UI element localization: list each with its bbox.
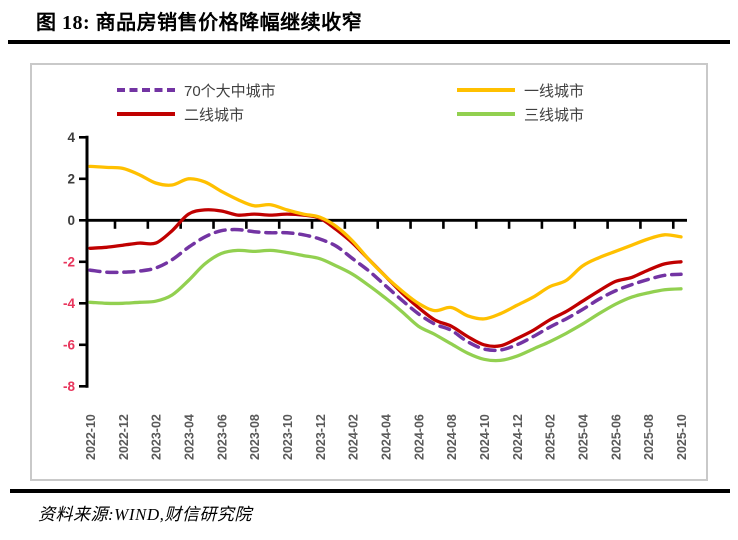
- x-tick-label: 2023-02: [150, 414, 164, 460]
- x-tick-label: 2025-08: [642, 414, 656, 460]
- chart-card: 70个大中城市 二线城市 一线城市 三线城市 4 2 0 -2 -4 -6 -8 2022-1…: [30, 63, 708, 481]
- source-note: 资料来源:WIND,财信研究院: [38, 505, 252, 524]
- y-tick-label: -6: [63, 338, 75, 353]
- legend-item-tier2: 二线城市: [117, 103, 244, 125]
- y-tick-label: 4: [67, 130, 75, 145]
- y-tick-label: -2: [63, 255, 75, 270]
- x-tick-label: 2025-06: [609, 414, 623, 460]
- x-tick-label: 2024-10: [478, 414, 492, 460]
- x-tick-label: 2023-12: [314, 414, 328, 460]
- chart-legend: 70个大中城市 二线城市 一线城市 三线城市: [32, 77, 706, 129]
- x-tick-label: 2024-08: [445, 414, 459, 460]
- title-rule: [8, 40, 730, 44]
- y-tick-label: 2: [67, 172, 75, 187]
- legend-label-tier2: 二线城市: [184, 106, 245, 124]
- x-tick-label: 2024-06: [412, 414, 426, 460]
- x-tick-label: 2022-12: [117, 414, 131, 460]
- legend-item-tier3: 三线城市: [457, 103, 584, 125]
- legend-line-sample-tier3: [457, 112, 515, 116]
- line-chart-plot: 4 2 0 -2 -4 -6 -8 2022-10 2022-12 2023-02 2023-04 2…: [63, 130, 689, 460]
- x-tick-label: 2022-10: [84, 414, 98, 460]
- x-tick-label: 2025-10: [675, 414, 689, 460]
- y-tick-label: -8: [63, 379, 75, 394]
- x-tick-label: 2025-04: [577, 414, 591, 460]
- legend-line-sample-tier2: [117, 112, 175, 116]
- page-title: 图 18: 商品房销售价格降幅继续收窄: [36, 12, 363, 34]
- line-tier3: [88, 248, 683, 363]
- x-tick-label: 2024-04: [380, 414, 394, 460]
- y-tick-label: -4: [63, 296, 75, 311]
- legend-item-70-cities: 70个大中城市: [117, 79, 276, 101]
- legend-label-tier3: 三线城市: [524, 106, 585, 124]
- line-70-cities: [88, 227, 683, 353]
- footer-rule: [10, 489, 730, 493]
- line-tier1: [88, 164, 683, 321]
- x-tick-label: 2024-02: [347, 414, 361, 460]
- legend-label-tier1: 一线城市: [524, 82, 585, 100]
- y-tick-label: 0: [67, 213, 75, 228]
- x-tick-label: 2023-10: [281, 414, 295, 460]
- legend-line-sample-70-cities: [117, 88, 175, 92]
- x-tick-label: 2025-02: [544, 414, 558, 460]
- x-tick-label: 2023-06: [215, 414, 229, 460]
- x-tick-label: 2023-08: [248, 414, 262, 460]
- legend-item-tier1: 一线城市: [457, 79, 584, 101]
- x-tick-label: 2024-12: [511, 414, 525, 460]
- legend-line-sample-tier1: [457, 88, 515, 92]
- legend-label-70-cities: 70个大中城市: [184, 82, 276, 100]
- x-tick-label: 2023-04: [183, 414, 197, 460]
